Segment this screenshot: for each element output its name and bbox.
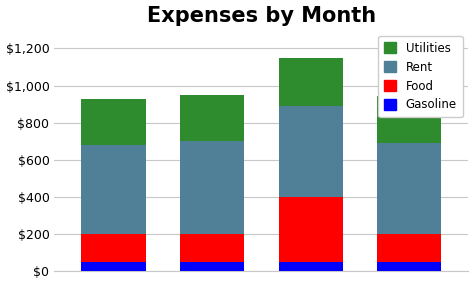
Bar bbox=[377, 262, 441, 271]
Bar bbox=[377, 234, 441, 262]
Bar bbox=[377, 143, 441, 234]
Bar bbox=[82, 99, 146, 145]
Bar bbox=[180, 262, 244, 271]
Bar bbox=[279, 262, 343, 271]
Bar bbox=[180, 141, 244, 234]
Legend: Utilities, Rent, Food, Gasoline: Utilities, Rent, Food, Gasoline bbox=[378, 36, 463, 117]
Bar bbox=[279, 58, 343, 106]
Bar bbox=[377, 96, 441, 143]
Bar bbox=[82, 262, 146, 271]
Bar bbox=[180, 95, 244, 141]
Bar bbox=[180, 234, 244, 262]
Bar bbox=[279, 106, 343, 197]
Bar bbox=[279, 197, 343, 262]
Bar bbox=[82, 145, 146, 234]
Title: Expenses by Month: Expenses by Month bbox=[147, 5, 376, 26]
Bar bbox=[82, 234, 146, 262]
